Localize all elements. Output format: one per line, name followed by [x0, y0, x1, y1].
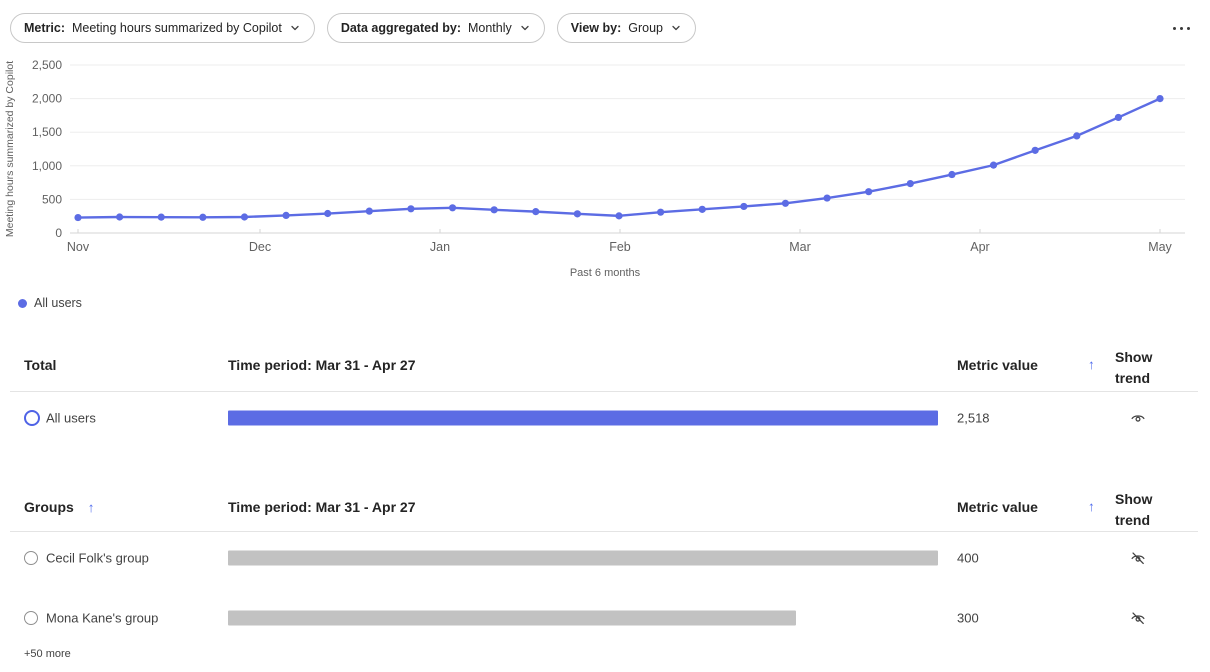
show-trend-toggle[interactable]	[1126, 406, 1150, 430]
view-by-filter-dropdown[interactable]: View by: Group	[556, 13, 696, 43]
chevron-down-icon	[521, 25, 529, 31]
metric-value: 400	[957, 550, 979, 566]
metric-bar	[228, 610, 796, 626]
total-column-header: Total	[24, 357, 57, 373]
svg-text:Jan: Jan	[430, 240, 450, 254]
show-trend-toggle[interactable]	[1126, 546, 1150, 570]
time-period-column-header: Time period: Mar 31 - Apr 27	[228, 499, 416, 515]
sort-ascending-icon[interactable]: ↑	[1088, 499, 1095, 514]
svg-text:1,500: 1,500	[32, 125, 62, 139]
svg-text:Dec: Dec	[249, 240, 271, 254]
hide-trend-icon	[1131, 552, 1145, 565]
svg-text:May: May	[1148, 240, 1172, 254]
show-trend-icon	[1131, 415, 1145, 422]
more-horizontal-icon	[1172, 26, 1176, 30]
table-header-divider	[10, 391, 1198, 392]
metric-value-column-header[interactable]: Metric value	[957, 357, 1038, 373]
groups-table-header: Groups ↑ Time period: Mar 31 - Apr 27 Me…	[0, 487, 1210, 533]
radio-button[interactable]	[24, 611, 38, 625]
show-trend-column-header: Show trend	[1115, 349, 1153, 386]
metric-filter-dropdown[interactable]: Metric: Meeting hours summarized by Copi…	[10, 13, 315, 43]
legend-swatch	[18, 298, 27, 308]
aggregation-filter-label: Data aggregated by:	[340, 21, 461, 35]
sort-ascending-icon[interactable]: ↑	[1088, 357, 1095, 372]
radio-button[interactable]	[24, 410, 40, 426]
svg-text:2,000: 2,000	[32, 92, 62, 106]
chevron-down-icon	[291, 25, 299, 31]
row-label: Mona Kane's group	[46, 610, 159, 626]
table-row: All users 2,518	[0, 402, 1210, 434]
show-trend-toggle[interactable]	[1126, 606, 1150, 630]
filter-toolbar: Metric: Meeting hours summarized by Copi…	[10, 13, 696, 43]
row-label: All users	[46, 410, 96, 426]
svg-text:Nov: Nov	[67, 240, 90, 254]
svg-text:500: 500	[42, 192, 62, 206]
metric-bar	[228, 550, 938, 566]
sort-ascending-icon: ↑	[87, 499, 95, 515]
groups-column-header[interactable]: Groups ↑	[24, 499, 95, 515]
time-period-column-header: Time period: Mar 31 - Apr 27	[228, 357, 416, 373]
view-by-filter-label: View by:	[570, 21, 622, 35]
metric-value: 2,518	[957, 410, 990, 426]
svg-text:1,000: 1,000	[32, 159, 62, 173]
svg-text:Feb: Feb	[609, 240, 631, 254]
svg-text:0: 0	[55, 226, 62, 240]
metric-bar	[228, 410, 938, 426]
aggregation-filter-dropdown[interactable]: Data aggregated by: Monthly	[326, 13, 545, 43]
chevron-down-icon	[672, 25, 680, 31]
svg-text:Mar: Mar	[789, 240, 811, 254]
svg-text:2,500: 2,500	[32, 58, 62, 72]
show-trend-column-header: Show trend	[1115, 491, 1153, 528]
more-options-button[interactable]	[1166, 17, 1196, 39]
metric-value-column-header[interactable]: Metric value	[957, 499, 1038, 515]
table-header-divider	[10, 531, 1198, 532]
total-table-header: Total Time period: Mar 31 - Apr 27 Metri…	[0, 345, 1210, 391]
metric-filter-value: Meeting hours summarized by Copilot	[71, 21, 282, 35]
legend-item-all-users[interactable]: All users	[18, 296, 82, 310]
legend-label: All users	[34, 296, 82, 310]
table-row: Mona Kane's group 300	[0, 602, 1210, 634]
radio-button[interactable]	[24, 551, 38, 565]
metric-filter-label: Metric:	[24, 21, 65, 35]
hide-trend-icon	[1131, 612, 1145, 625]
groups-more-link[interactable]: +50 more	[24, 648, 71, 660]
metric-value: 300	[957, 610, 979, 626]
svg-text:Apr: Apr	[970, 240, 989, 254]
table-row: Cecil Folk's group 400	[0, 542, 1210, 574]
x-axis-caption: Past 6 months	[569, 267, 641, 279]
aggregation-filter-value: Monthly	[467, 21, 512, 35]
svg-text:Meeting hours summarized by Co: Meeting hours summarized by Copilot	[4, 61, 16, 237]
view-by-filter-value: Group	[628, 21, 663, 35]
row-label: Cecil Folk's group	[46, 550, 149, 566]
